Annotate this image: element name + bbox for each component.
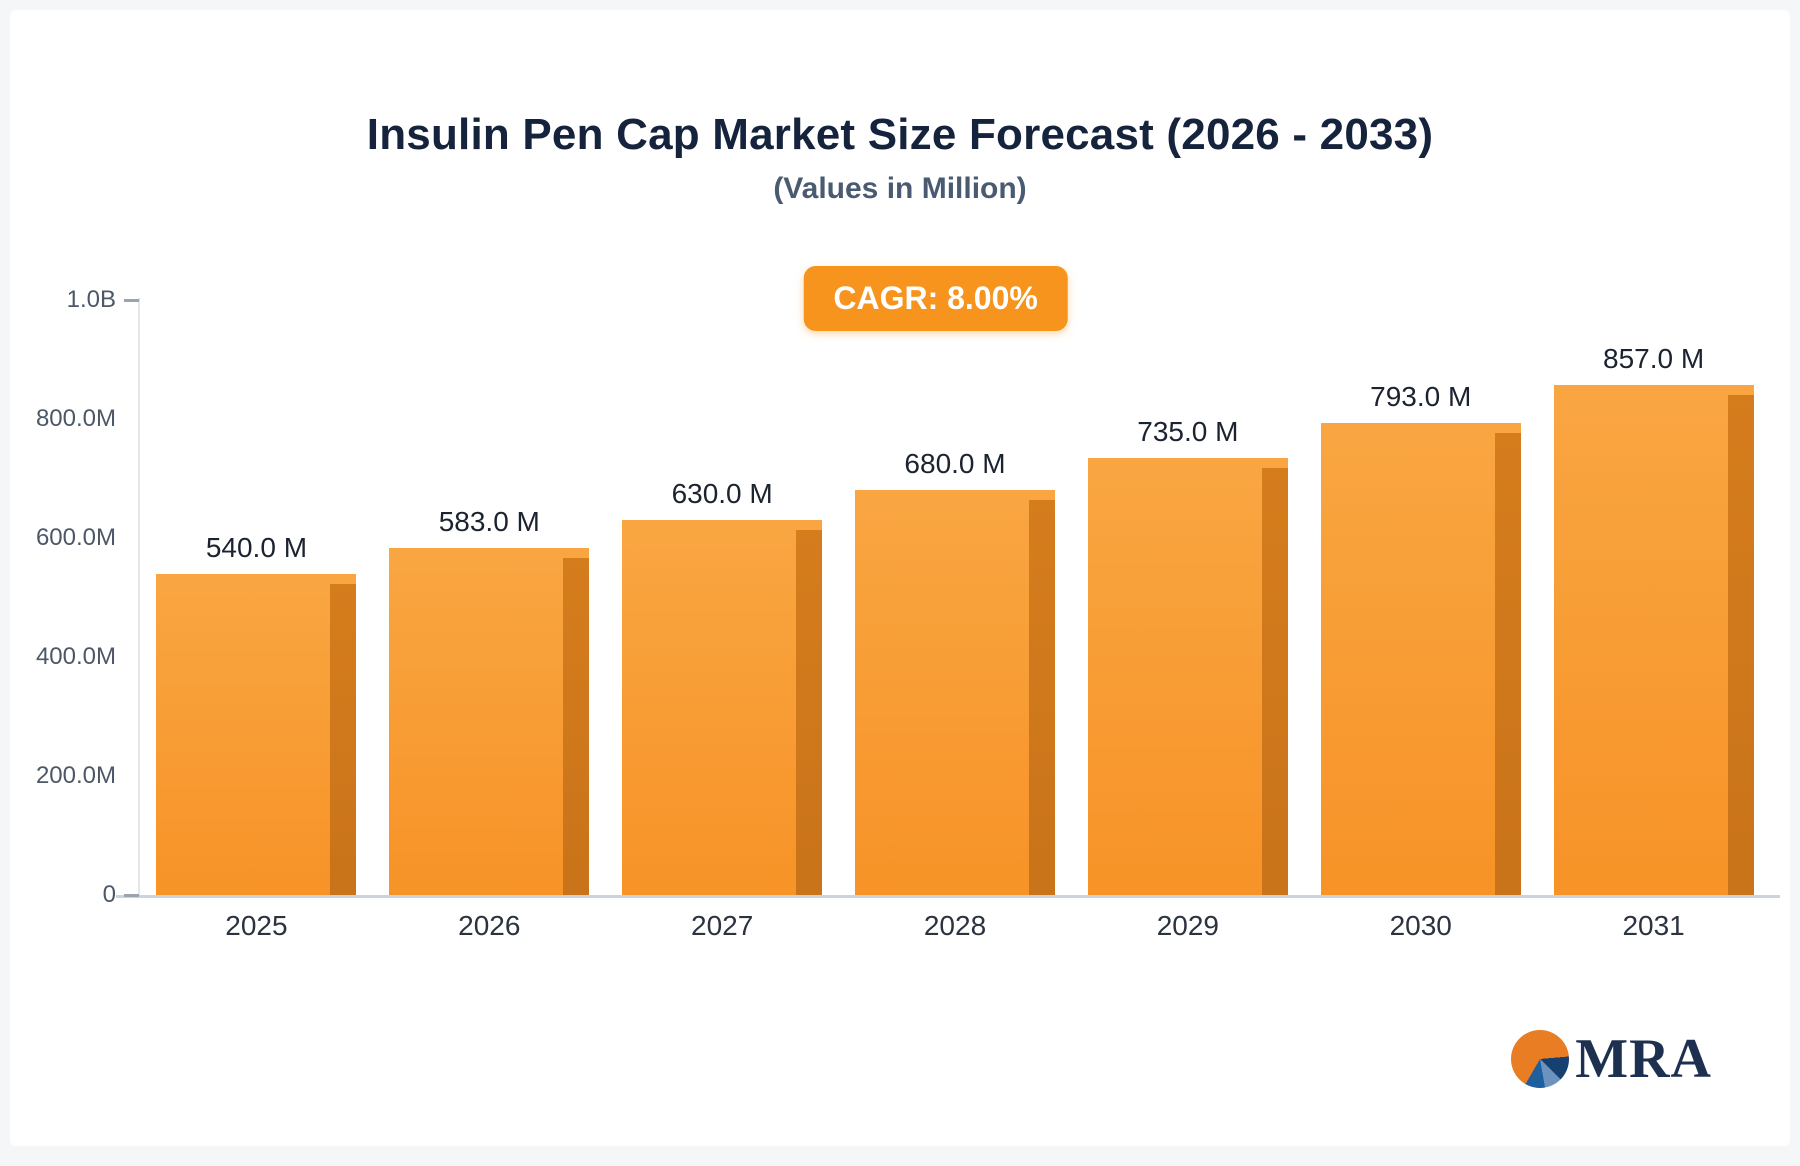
y-tick-label-200.0M: 200.0M — [10, 762, 116, 790]
bar-group-2029: 735.0 M — [1071, 300, 1304, 895]
y-tick-label-1.0B: 1.0B — [10, 286, 116, 314]
x-tick-label-2026: 2026 — [373, 910, 606, 942]
bar-2026 — [389, 548, 589, 895]
bar-group-2026: 583.0 M — [373, 300, 606, 895]
bar-2029 — [1088, 458, 1288, 895]
mra-logo-text: MRA — [1575, 1031, 1712, 1087]
y-tick-mark — [124, 894, 139, 897]
bar-group-2030: 793.0 M — [1304, 300, 1537, 895]
mra-logo: MRA — [1511, 1030, 1712, 1088]
x-tick-label-2030: 2030 — [1304, 910, 1537, 942]
mra-logo-pie-icon — [1511, 1030, 1569, 1088]
x-tick-label-2029: 2029 — [1071, 910, 1304, 942]
x-tick-label-2028: 2028 — [839, 910, 1072, 942]
bar-group-2031: 857.0 M — [1537, 300, 1770, 895]
x-axis-line — [116, 895, 1780, 898]
y-tick-label-600.0M: 600.0M — [10, 524, 116, 552]
bar-side-shade — [1728, 395, 1754, 895]
bar-2030 — [1321, 423, 1521, 895]
bar-2025 — [156, 574, 356, 895]
bar-2027 — [622, 520, 822, 895]
chart-title: Insulin Pen Cap Market Size Forecast (20… — [10, 110, 1790, 160]
bar-group-2025: 540.0 M — [140, 300, 373, 895]
bar-side-shade — [563, 558, 589, 895]
y-tick-mark — [124, 299, 139, 302]
bar-value-label-2026: 583.0 M — [439, 506, 540, 538]
bar-value-label-2030: 793.0 M — [1370, 381, 1471, 413]
bar-side-shade — [796, 530, 822, 895]
bar-2028 — [855, 490, 1055, 895]
bar-value-label-2025: 540.0 M — [206, 532, 307, 564]
y-tick-label-400.0M: 400.0M — [10, 643, 116, 671]
x-tick-label-2027: 2027 — [606, 910, 839, 942]
y-tick-label-0: 0 — [10, 881, 116, 909]
bar-side-shade — [1495, 433, 1521, 895]
bar-group-2027: 630.0 M — [606, 300, 839, 895]
x-tick-label-2031: 2031 — [1537, 910, 1770, 942]
bar-side-shade — [1262, 468, 1288, 895]
y-tick-label-800.0M: 800.0M — [10, 405, 116, 433]
bar-value-label-2028: 680.0 M — [904, 448, 1005, 480]
bar-value-label-2031: 857.0 M — [1603, 343, 1704, 375]
cagr-badge: CAGR: 8.00% — [803, 266, 1068, 331]
x-tick-label-2025: 2025 — [140, 910, 373, 942]
bar-side-shade — [1029, 500, 1055, 895]
y-axis-line — [138, 298, 140, 895]
chart-subtitle: (Values in Million) — [10, 172, 1790, 206]
bar-2031 — [1554, 385, 1754, 895]
bars-area: 540.0 M 583.0 M 630.0 M 680.0 M 735.0 M 793.0… — [140, 300, 1770, 895]
chart-card: Insulin Pen Cap Market Size Forecast (20… — [10, 10, 1790, 1146]
bar-value-label-2027: 630.0 M — [672, 478, 773, 510]
bar-side-shade — [330, 584, 356, 895]
bar-value-label-2029: 735.0 M — [1137, 416, 1238, 448]
bar-group-2028: 680.0 M — [839, 300, 1072, 895]
